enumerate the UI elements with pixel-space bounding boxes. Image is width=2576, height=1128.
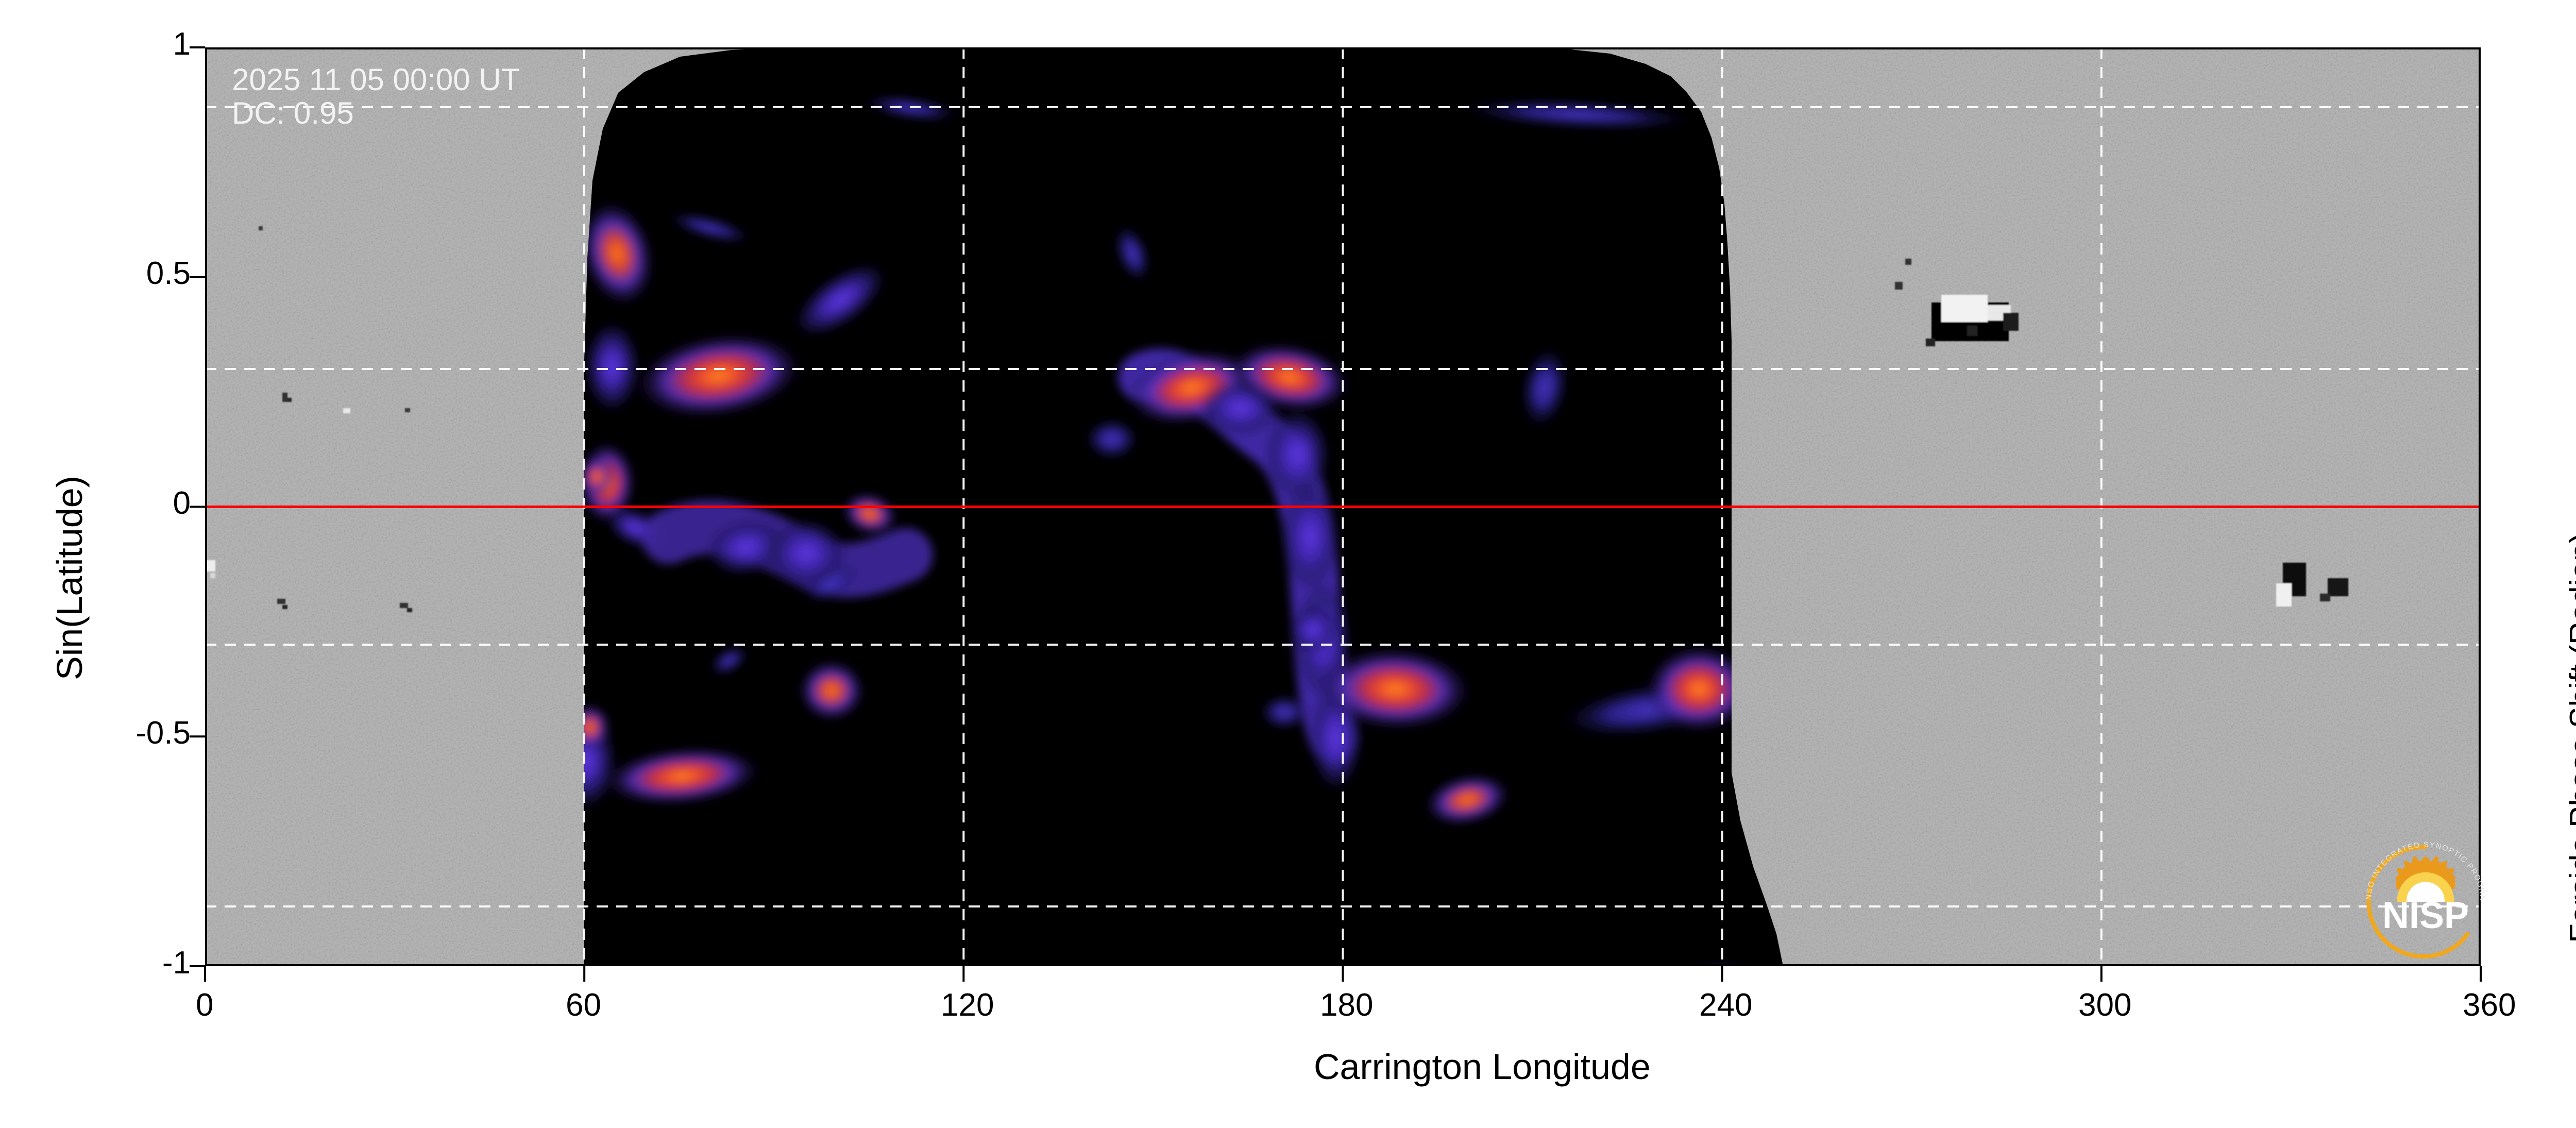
svg-text:NISP: NISP [2382,895,2469,936]
